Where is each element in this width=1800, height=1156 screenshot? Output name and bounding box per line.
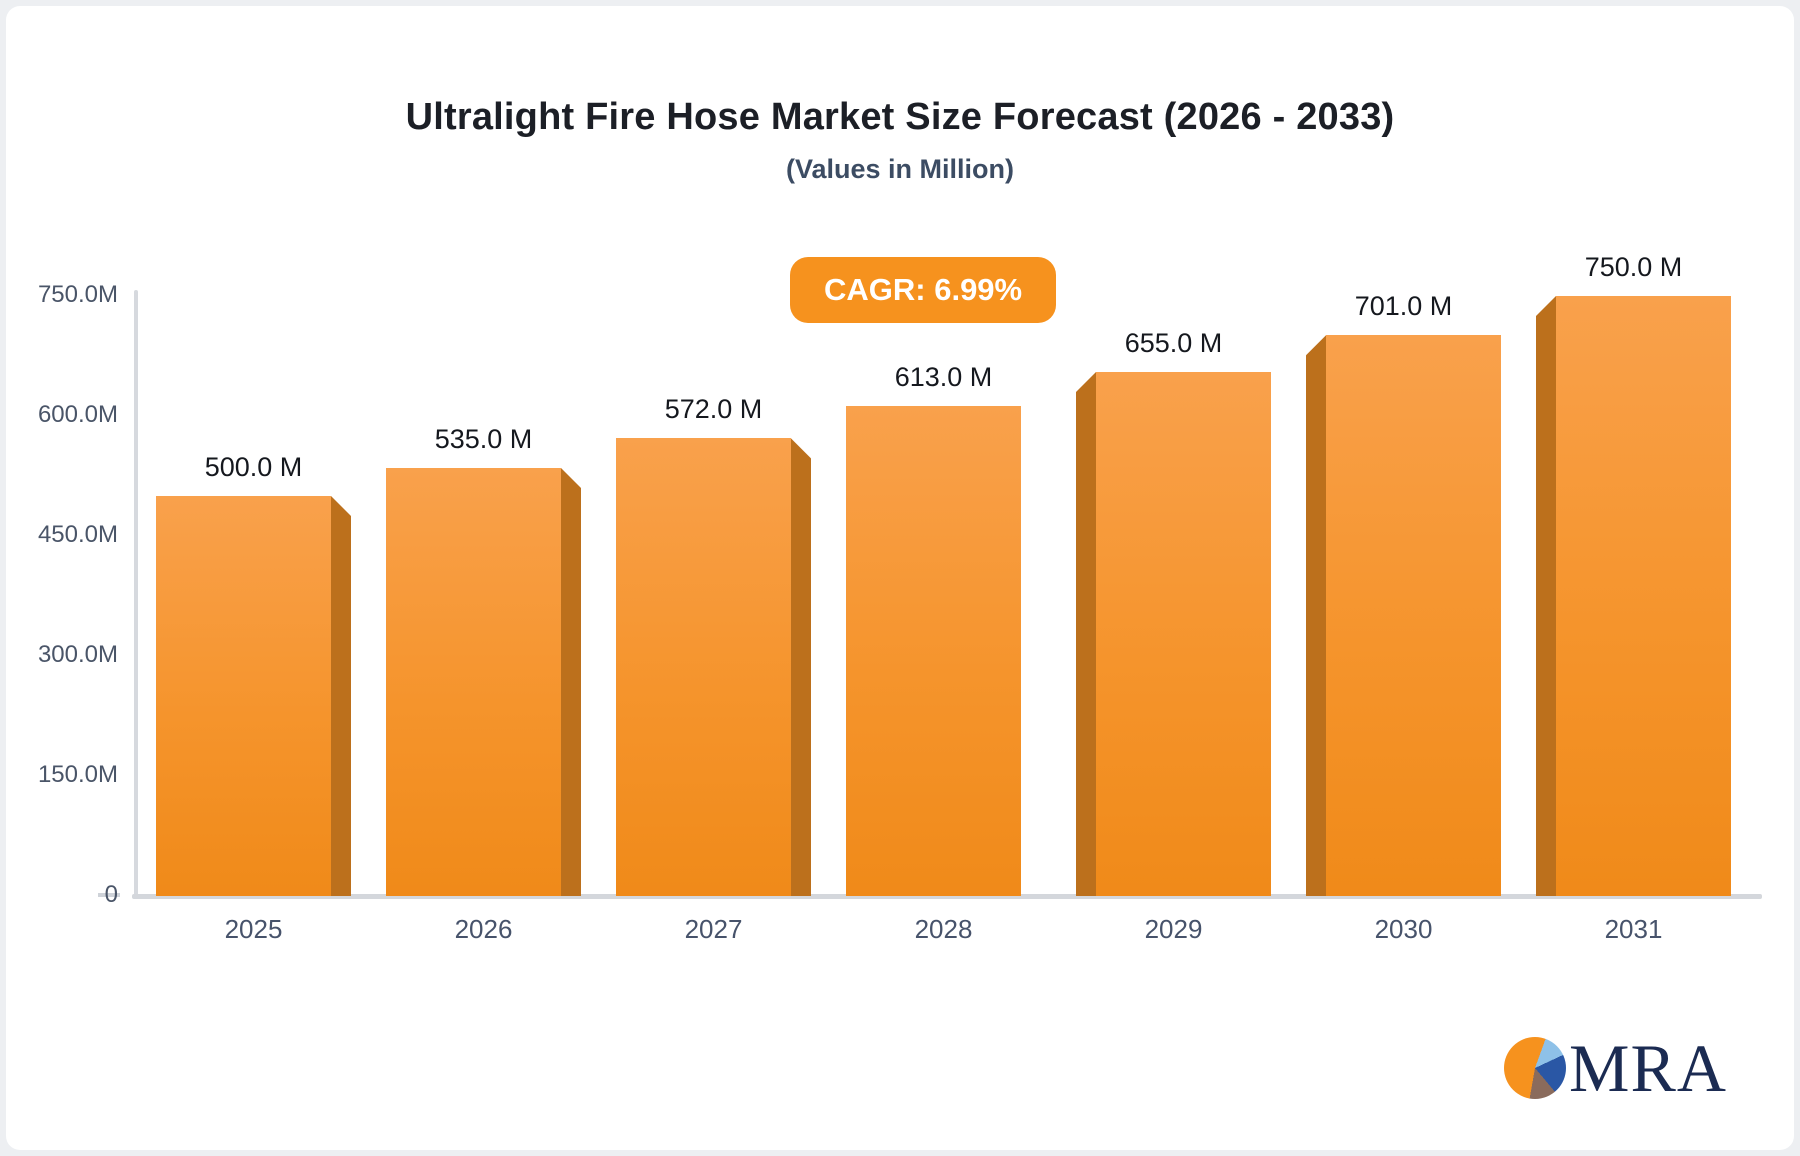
x-axis-tick-label: 2030 xyxy=(1374,914,1433,944)
bar-3d-side-face xyxy=(1536,296,1556,896)
zero-tick-mark xyxy=(98,893,120,897)
y-axis-tick-label: 750.0M xyxy=(37,281,118,308)
chart-card: Ultralight Fire Hose Market Size Forecas… xyxy=(6,6,1794,1150)
bar-3d-side-face xyxy=(791,438,811,896)
logo-text: MRA xyxy=(1569,1030,1727,1106)
bar-value-label: 613.0 M xyxy=(894,361,993,392)
y-axis-tick-label: 600.0M xyxy=(37,401,118,428)
bar-value-label: 500.0 M xyxy=(204,452,303,482)
x-axis-tick-label: 2028 xyxy=(914,914,973,944)
bar-3d-side-face xyxy=(331,496,351,896)
x-axis-tick-label: 2031 xyxy=(1604,914,1663,944)
bar-2031 xyxy=(1556,296,1731,896)
bar-value-label: 535.0 M xyxy=(434,424,533,454)
bar-2026 xyxy=(386,468,561,896)
bar-3d-side-face xyxy=(1306,335,1326,896)
bar-2027 xyxy=(616,438,791,896)
y-axis-tick-label: 0 xyxy=(104,881,118,908)
bar-value-label: 572.0 M xyxy=(664,394,763,425)
chart-subtitle: (Values in Million) xyxy=(785,154,1015,184)
company-logo: MRA xyxy=(1504,1034,1727,1102)
cagr-badge: CAGR: 6.99% xyxy=(790,257,1057,323)
bar-2029 xyxy=(1096,372,1271,896)
y-axis-tick-label: 300.0M xyxy=(37,641,118,668)
bar-3d-side-face xyxy=(561,468,581,896)
bar-chart-plot-area: 0 150.0M 300.0M 450.0M 600.0M 750.0M 500.0 M 20… xyxy=(6,6,1794,1150)
x-axis-tick-label: 2029 xyxy=(1144,914,1203,944)
y-axis-tick-label: 450.0M xyxy=(37,521,118,548)
chart-title: Ultralight Fire Hose Market Size Forecas… xyxy=(405,96,1395,138)
y-axis-tick-label: 150.0M xyxy=(37,761,118,788)
bar-3d-side-face xyxy=(1076,372,1096,896)
x-axis-baseline xyxy=(132,894,1762,899)
bar-2028 xyxy=(846,405,1021,896)
bar-value-label: 655.0 M xyxy=(1124,328,1223,358)
logo-pie-chart-icon xyxy=(1504,1037,1566,1099)
bar-value-label: 750.0 M xyxy=(1584,252,1683,282)
x-axis-tick-label: 2026 xyxy=(454,914,513,944)
bar-value-label: 701.0 M xyxy=(1354,291,1453,322)
bar-2030 xyxy=(1326,335,1501,896)
x-axis-tick-label: 2025 xyxy=(224,914,283,944)
y-axis-line xyxy=(134,290,138,898)
x-axis-tick-label: 2027 xyxy=(684,914,743,944)
bar-2025 xyxy=(156,496,331,896)
